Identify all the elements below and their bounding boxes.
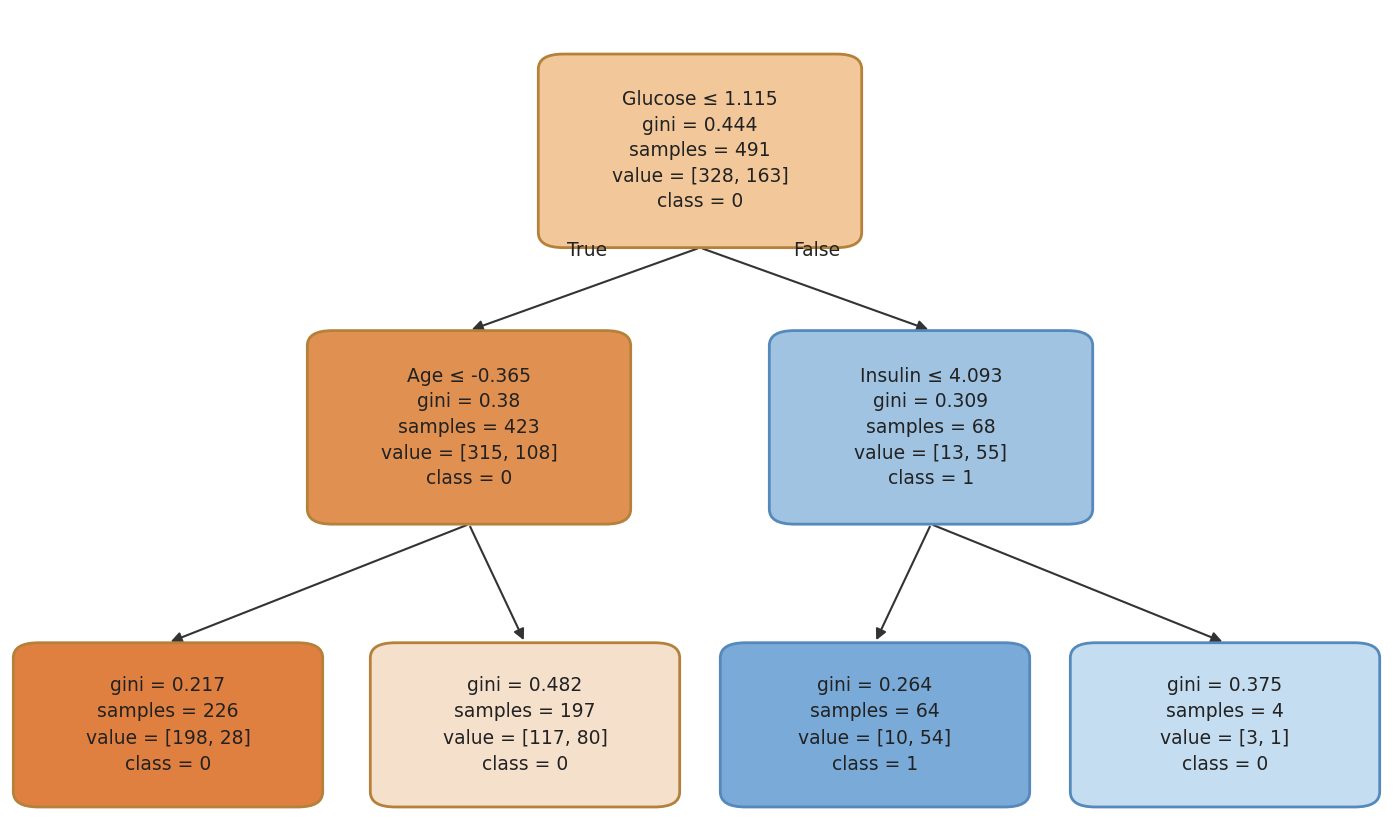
- Text: value = [328, 163]: value = [328, 163]: [612, 167, 788, 186]
- Text: True: True: [567, 241, 608, 260]
- Text: value = [198, 28]: value = [198, 28]: [85, 728, 251, 747]
- Text: Age ≤ -0.365: Age ≤ -0.365: [407, 367, 531, 385]
- FancyBboxPatch shape: [308, 331, 630, 525]
- Text: gini = 0.444: gini = 0.444: [643, 116, 757, 135]
- Text: Insulin ≤ 4.093: Insulin ≤ 4.093: [860, 367, 1002, 385]
- FancyBboxPatch shape: [1070, 643, 1379, 807]
- FancyBboxPatch shape: [13, 643, 322, 807]
- Text: samples = 226: samples = 226: [97, 702, 239, 722]
- Text: class = 0: class = 0: [482, 754, 568, 773]
- Text: Glucose ≤ 1.115: Glucose ≤ 1.115: [622, 91, 778, 109]
- Text: value = [13, 55]: value = [13, 55]: [854, 443, 1008, 463]
- Text: class = 1: class = 1: [888, 469, 974, 488]
- Text: class = 0: class = 0: [657, 193, 743, 211]
- Text: value = [117, 80]: value = [117, 80]: [442, 728, 608, 747]
- Text: samples = 4: samples = 4: [1166, 702, 1284, 722]
- Text: gini = 0.217: gini = 0.217: [111, 676, 225, 696]
- Text: False: False: [792, 241, 840, 260]
- Text: gini = 0.309: gini = 0.309: [874, 392, 988, 411]
- FancyBboxPatch shape: [770, 331, 1093, 525]
- Text: samples = 491: samples = 491: [629, 142, 771, 160]
- Text: samples = 68: samples = 68: [867, 418, 995, 437]
- Text: gini = 0.264: gini = 0.264: [818, 676, 932, 696]
- Text: samples = 197: samples = 197: [454, 702, 596, 722]
- Text: samples = 64: samples = 64: [811, 702, 939, 722]
- FancyBboxPatch shape: [370, 643, 679, 807]
- Text: class = 1: class = 1: [832, 754, 918, 773]
- Text: value = [10, 54]: value = [10, 54]: [798, 728, 952, 747]
- FancyBboxPatch shape: [720, 643, 1029, 807]
- Text: samples = 423: samples = 423: [398, 418, 540, 437]
- Text: class = 0: class = 0: [426, 469, 512, 488]
- Text: gini = 0.482: gini = 0.482: [468, 676, 582, 696]
- Text: class = 0: class = 0: [1182, 754, 1268, 773]
- Text: gini = 0.375: gini = 0.375: [1168, 676, 1282, 696]
- Text: value = [315, 108]: value = [315, 108]: [381, 443, 557, 463]
- FancyBboxPatch shape: [538, 54, 861, 248]
- Text: gini = 0.38: gini = 0.38: [417, 392, 521, 411]
- Text: class = 0: class = 0: [125, 754, 211, 773]
- Text: value = [3, 1]: value = [3, 1]: [1161, 728, 1289, 747]
